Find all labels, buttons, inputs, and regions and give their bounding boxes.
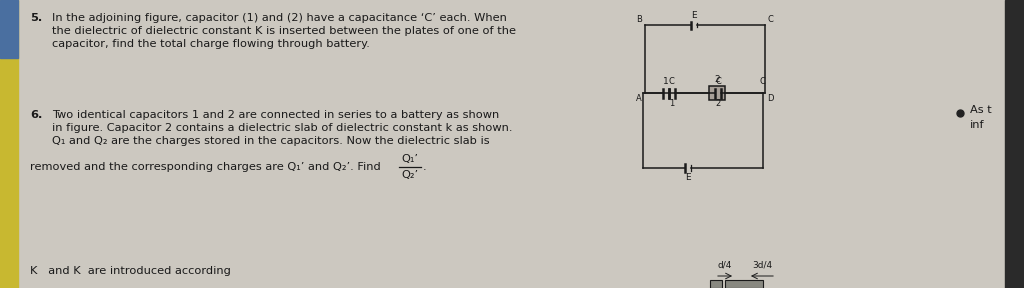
Bar bbox=[0, 0, 18, 58]
Text: B: B bbox=[636, 15, 642, 24]
Text: 1: 1 bbox=[669, 98, 674, 107]
Text: Q₁ and Q₂ are the charges stored in the capacitors. Now the dielectric slab is: Q₁ and Q₂ are the charges stored in the … bbox=[52, 136, 489, 146]
Text: As t: As t bbox=[970, 105, 992, 115]
Text: C: C bbox=[759, 77, 765, 86]
Bar bbox=[1005, 0, 1024, 288]
Text: Two identical capacitors 1 and 2 are connected in series to a battery as shown: Two identical capacitors 1 and 2 are con… bbox=[52, 110, 500, 120]
Text: 6.: 6. bbox=[30, 110, 42, 120]
Text: 2: 2 bbox=[716, 98, 721, 107]
Text: E: E bbox=[691, 11, 697, 20]
Text: 1: 1 bbox=[664, 77, 669, 86]
Text: C: C bbox=[716, 77, 721, 86]
Text: inf: inf bbox=[970, 120, 985, 130]
Text: Q₂’: Q₂’ bbox=[401, 170, 419, 180]
Text: In the adjoining figure, capacitor (1) and (2) have a capacitance ‘C’ each. When: In the adjoining figure, capacitor (1) a… bbox=[52, 13, 507, 23]
Text: 5.: 5. bbox=[30, 13, 42, 23]
Text: capacitor, find the total charge flowing through battery.: capacitor, find the total charge flowing… bbox=[52, 39, 370, 49]
Text: C: C bbox=[767, 15, 773, 24]
Text: Q₁’: Q₁’ bbox=[401, 154, 419, 164]
Text: C: C bbox=[669, 77, 675, 86]
Text: 2: 2 bbox=[714, 75, 720, 84]
Text: .: . bbox=[423, 162, 427, 172]
Bar bbox=[710, 280, 722, 288]
Bar bbox=[709, 86, 725, 100]
Text: 3d/4: 3d/4 bbox=[752, 261, 772, 270]
Text: the dielectric of dielectric constant K is inserted between the plates of one of: the dielectric of dielectric constant K … bbox=[52, 26, 516, 36]
Text: d/4: d/4 bbox=[718, 261, 732, 270]
Bar bbox=[0, 0, 18, 288]
Text: D: D bbox=[767, 94, 773, 103]
Bar bbox=[725, 280, 763, 288]
Text: E: E bbox=[685, 173, 690, 182]
Text: A: A bbox=[636, 94, 642, 103]
Text: removed and the corresponding charges are Q₁’ and Q₂’. Find: removed and the corresponding charges ar… bbox=[30, 162, 381, 172]
Text: in figure. Capacitor 2 contains a dielectric slab of dielectric constant k as sh: in figure. Capacitor 2 contains a dielec… bbox=[52, 123, 512, 133]
Text: K   and K  are introduced according: K and K are introduced according bbox=[30, 266, 230, 276]
